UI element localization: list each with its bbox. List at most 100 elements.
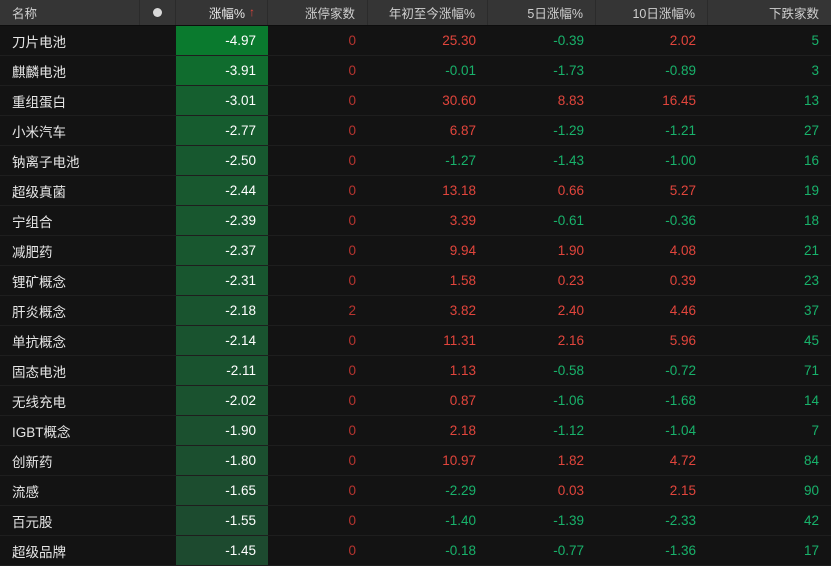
column-header-limit_up[interactable]: 涨停家数 (268, 0, 368, 25)
table-row[interactable]: 超级品牌 -1.45 0 -0.18 -0.77 -1.36 17 (0, 536, 831, 566)
table-row[interactable]: 创新药 -1.80 0 10.97 1.82 4.72 84 (0, 446, 831, 476)
table-row[interactable]: 无线充电 -2.02 0 0.87 -1.06 -1.68 14 (0, 386, 831, 416)
cell-flag (140, 416, 176, 445)
cell-fall: 21 (803, 243, 819, 258)
column-header-label: 10日涨幅% (632, 7, 695, 21)
cell-ytd: 11.31 (443, 333, 476, 348)
cell-d5: -1.29 (553, 123, 584, 138)
cell-name[interactable]: 减肥药 (12, 244, 53, 260)
column-header-fall[interactable]: 下跌家数 (708, 0, 831, 25)
cell-limit_up: 0 (348, 153, 356, 168)
cell-flag (140, 326, 176, 355)
column-header-label: 涨停家数 (304, 7, 355, 21)
table-row[interactable]: 小米汽车 -2.77 0 6.87 -1.29 -1.21 27 (0, 116, 831, 146)
cell-d10: 4.46 (669, 303, 696, 318)
table-row[interactable]: 刀片电池 -4.97 0 25.30 -0.39 2.02 5 (0, 26, 831, 56)
cell-limit_up: 0 (348, 423, 356, 438)
cell-fall: 45 (803, 333, 819, 348)
cell-name[interactable]: 钠离子电池 (12, 154, 80, 170)
cell-flag (140, 86, 176, 115)
column-header-ytd[interactable]: 年初至今涨幅% (368, 0, 488, 25)
cell-pct: -3.01 (176, 86, 268, 115)
cell-flag (140, 116, 176, 145)
cell-name[interactable]: 创新药 (12, 454, 53, 470)
column-header-label: 下跌家数 (768, 7, 819, 21)
cell-name[interactable]: 重组蛋白 (12, 94, 66, 110)
cell-pct: -2.31 (176, 266, 268, 295)
table-row[interactable]: 流感 -1.65 0 -2.29 0.03 2.15 90 (0, 476, 831, 506)
column-header-label: 名称 (12, 7, 38, 21)
table-row[interactable]: 锂矿概念 -2.31 0 1.58 0.23 0.39 23 (0, 266, 831, 296)
cell-flag (140, 296, 176, 325)
cell-ytd: -0.01 (445, 63, 476, 78)
table-row[interactable]: IGBT概念 -1.90 0 2.18 -1.12 -1.04 7 (0, 416, 831, 446)
table-row[interactable]: 麒麟电池 -3.91 0 -0.01 -1.73 -0.89 3 (0, 56, 831, 86)
cell-d10: 0.39 (669, 273, 696, 288)
column-header-flag[interactable] (140, 0, 176, 25)
cell-limit_up: 2 (348, 303, 356, 318)
cell-name[interactable]: 流感 (12, 484, 39, 500)
cell-limit_up: 0 (348, 183, 356, 198)
cell-d10: 5.96 (669, 333, 696, 348)
table-row[interactable]: 超级真菌 -2.44 0 13.18 0.66 5.27 19 (0, 176, 831, 206)
cell-d10: -2.33 (665, 513, 696, 528)
table-row[interactable]: 宁组合 -2.39 0 3.39 -0.61 -0.36 18 (0, 206, 831, 236)
cell-pct: -4.97 (176, 26, 268, 55)
table-row[interactable]: 百元股 -1.55 0 -1.40 -1.39 -2.33 42 (0, 506, 831, 536)
cell-limit_up: 0 (348, 213, 356, 228)
cell-name[interactable]: 小米汽车 (12, 124, 66, 140)
arrow-up-icon[interactable]: ↑ (249, 4, 255, 19)
cell-limit_up: 0 (348, 513, 356, 528)
cell-d10: -1.00 (665, 153, 696, 168)
cell-d10: -0.36 (665, 213, 696, 228)
table-row[interactable]: 单抗概念 -2.14 0 11.31 2.16 5.96 45 (0, 326, 831, 356)
table-row[interactable]: 重组蛋白 -3.01 0 30.60 8.83 16.45 13 (0, 86, 831, 116)
cell-name[interactable]: 无线充电 (12, 394, 66, 410)
cell-name[interactable]: IGBT概念 (12, 424, 71, 440)
cell-limit_up: 0 (348, 123, 356, 138)
cell-name[interactable]: 固态电池 (12, 364, 66, 380)
cell-ytd: -1.27 (445, 153, 476, 168)
column-header-name[interactable]: 名称 (0, 0, 140, 25)
cell-name[interactable]: 单抗概念 (12, 334, 66, 350)
cell-name[interactable]: 锂矿概念 (12, 274, 66, 290)
cell-d10: 2.15 (669, 483, 696, 498)
column-header-d5[interactable]: 5日涨幅% (488, 0, 596, 25)
table-row[interactable]: 钠离子电池 -2.50 0 -1.27 -1.43 -1.00 16 (0, 146, 831, 176)
circle-dot-icon[interactable] (153, 8, 162, 17)
cell-limit_up: 0 (348, 273, 356, 288)
cell-d5: -0.58 (553, 363, 584, 378)
cell-fall: 14 (803, 393, 819, 408)
cell-name[interactable]: 肝炎概念 (12, 304, 66, 320)
cell-d5: 0.03 (557, 483, 584, 498)
cell-name[interactable]: 超级真菌 (12, 184, 66, 200)
cell-d10: -1.21 (665, 123, 696, 138)
cell-fall: 5 (811, 33, 819, 48)
table-row[interactable]: 固态电池 -2.11 0 1.13 -0.58 -0.72 71 (0, 356, 831, 386)
cell-name[interactable]: 麒麟电池 (12, 64, 66, 80)
cell-flag (140, 146, 176, 175)
column-header-d10[interactable]: 10日涨幅% (596, 0, 708, 25)
cell-name[interactable]: 宁组合 (12, 214, 53, 230)
cell-d10: 2.02 (669, 33, 696, 48)
cell-fall: 18 (803, 213, 819, 228)
cell-d5: -0.77 (553, 543, 584, 558)
cell-name[interactable]: 刀片电池 (12, 34, 66, 50)
table-row[interactable]: 肝炎概念 -2.18 2 3.82 2.40 4.46 37 (0, 296, 831, 326)
cell-name[interactable]: 百元股 (12, 514, 53, 530)
table-header-row: 名称 涨幅% ↑ 涨停家数 年初至今涨幅% 5日涨幅% 10日涨幅% 下跌家数 (0, 0, 831, 26)
cell-fall: 71 (803, 363, 819, 378)
cell-ytd: 1.58 (449, 273, 476, 288)
cell-d5: 8.83 (557, 93, 584, 108)
cell-fall: 90 (803, 483, 819, 498)
cell-ytd: 1.13 (449, 363, 476, 378)
cell-fall: 42 (803, 513, 819, 528)
cell-ytd: 30.60 (442, 93, 476, 108)
cell-d5: 2.16 (557, 333, 584, 348)
cell-d5: -1.06 (553, 393, 584, 408)
table-row[interactable]: 减肥药 -2.37 0 9.94 1.90 4.08 21 (0, 236, 831, 266)
column-header-pct[interactable]: 涨幅% ↑ (176, 0, 268, 25)
cell-pct: -2.39 (176, 206, 268, 235)
cell-limit_up: 0 (348, 363, 356, 378)
cell-name[interactable]: 超级品牌 (12, 544, 66, 560)
